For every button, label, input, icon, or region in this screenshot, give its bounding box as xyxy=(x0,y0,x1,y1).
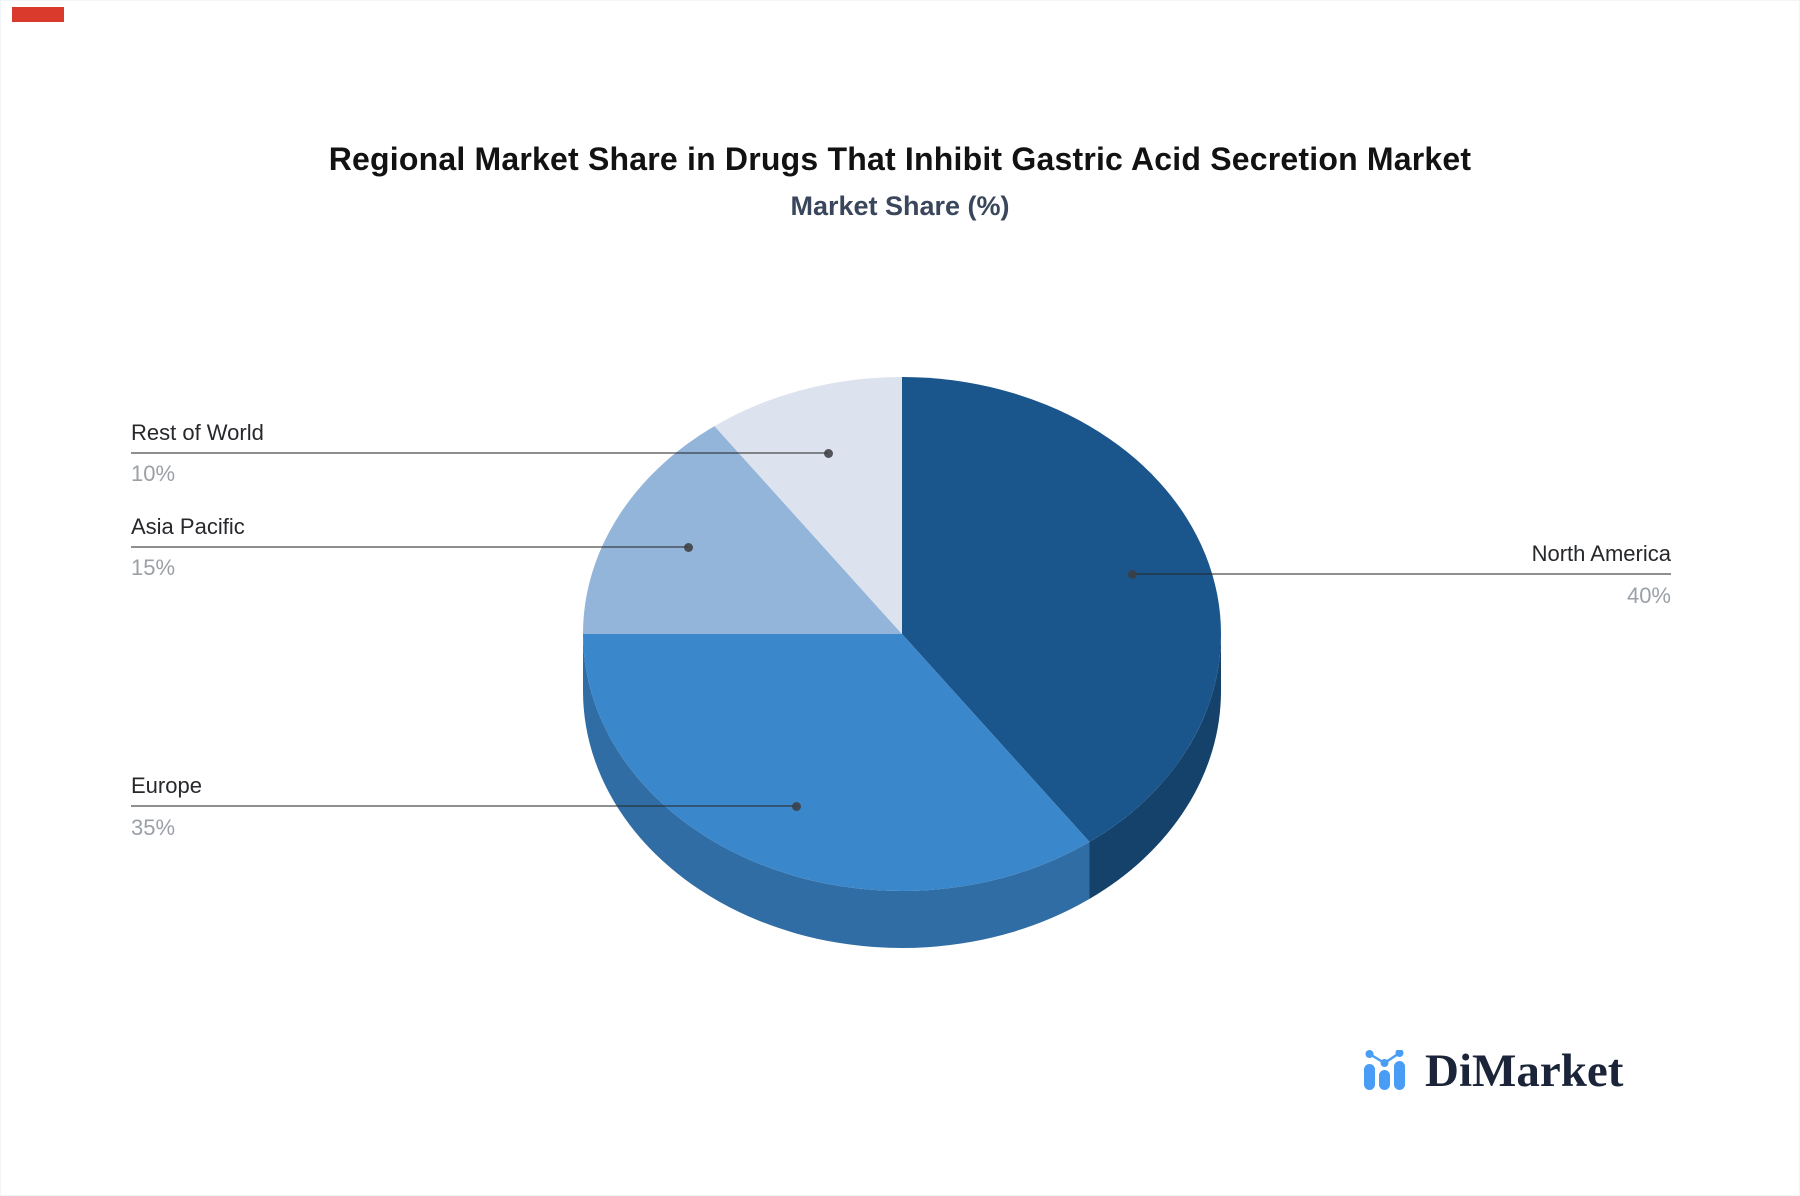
pie-slice xyxy=(902,377,1221,842)
leader-dot xyxy=(1127,569,1137,579)
corner-marker xyxy=(12,7,64,22)
brand-logo: DiMarket xyxy=(1363,1043,1623,1095)
slice-value: 15% xyxy=(131,555,176,580)
slice-label: Asia Pacific xyxy=(131,514,245,539)
pie-slice xyxy=(1089,634,1221,899)
slice-value: 40% xyxy=(1626,583,1671,608)
slice-value: 10% xyxy=(131,461,176,486)
leader-line xyxy=(1132,573,1671,575)
page-title: Regional Market Share in Drugs That Inhi… xyxy=(328,141,1472,177)
leader-line xyxy=(131,546,688,548)
slice-label: North America xyxy=(1531,541,1671,566)
slice-label: Rest of World xyxy=(131,420,264,445)
pie-slice xyxy=(583,634,1090,891)
leader-dot xyxy=(791,801,801,811)
logo-text: DiMarket xyxy=(1425,1045,1624,1097)
chart-subtitle: Market Share (%) xyxy=(790,191,1010,221)
leader-line xyxy=(131,452,828,454)
slice-label: Europe xyxy=(131,773,202,798)
leader-dot xyxy=(683,542,693,552)
slice-value: 35% xyxy=(131,815,176,840)
pie-slice xyxy=(583,634,1090,948)
logo-icon xyxy=(1364,1050,1405,1090)
leader-line xyxy=(131,805,796,807)
pie-slice xyxy=(583,426,902,634)
leader-dot xyxy=(823,448,833,458)
pie-slice xyxy=(714,377,902,634)
